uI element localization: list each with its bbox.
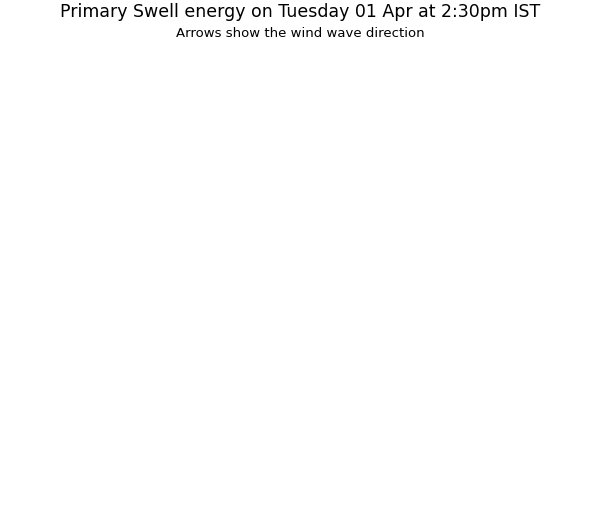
Text: Primary Swell energy on Tuesday 01 Apr at 2:30pm IST: Primary Swell energy on Tuesday 01 Apr a… [60, 3, 541, 21]
Text: Arrows show the wind wave direction: Arrows show the wind wave direction [176, 28, 425, 40]
